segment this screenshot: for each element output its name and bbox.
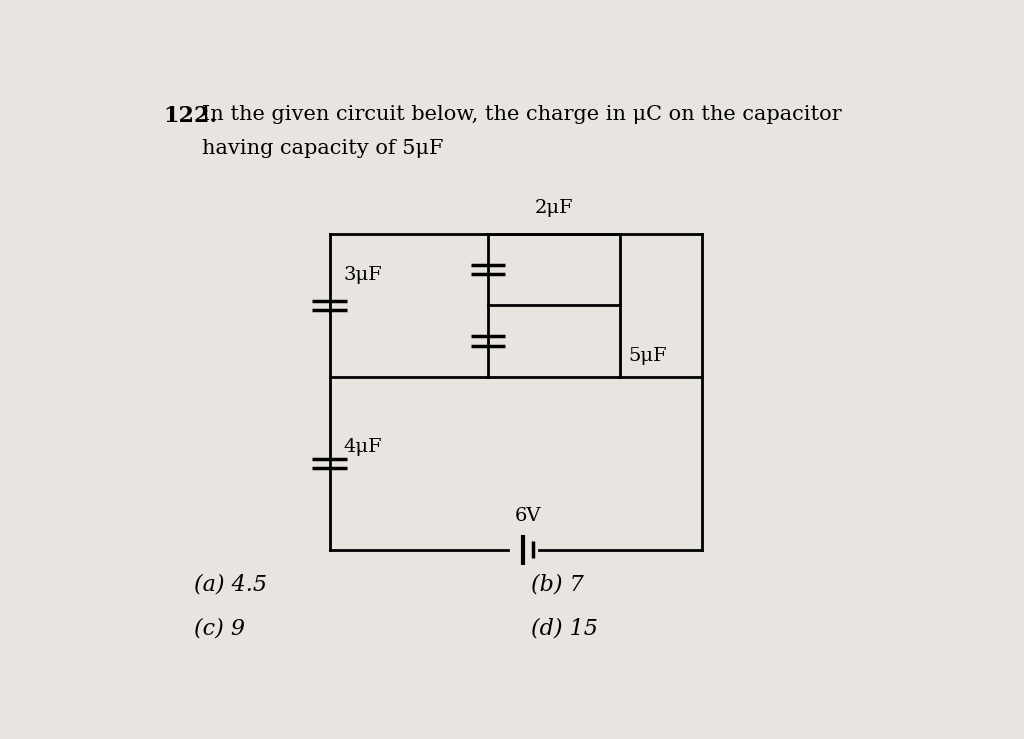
Text: (a) 4.5: (a) 4.5	[194, 573, 267, 595]
Text: 2μF: 2μF	[535, 200, 573, 217]
Text: (d) 15: (d) 15	[531, 618, 598, 640]
Text: 6V: 6V	[515, 507, 541, 525]
Text: 5μF: 5μF	[628, 347, 667, 365]
Text: having capacity of 5μF: having capacity of 5μF	[202, 139, 443, 157]
Text: 4μF: 4μF	[343, 437, 382, 455]
Text: 122.: 122.	[163, 105, 217, 127]
Text: In the given circuit below, the charge in μC on the capacitor: In the given circuit below, the charge i…	[202, 105, 842, 124]
Text: (c) 9: (c) 9	[194, 618, 245, 640]
Text: 3μF: 3μF	[343, 266, 382, 284]
Text: (b) 7: (b) 7	[531, 573, 584, 595]
